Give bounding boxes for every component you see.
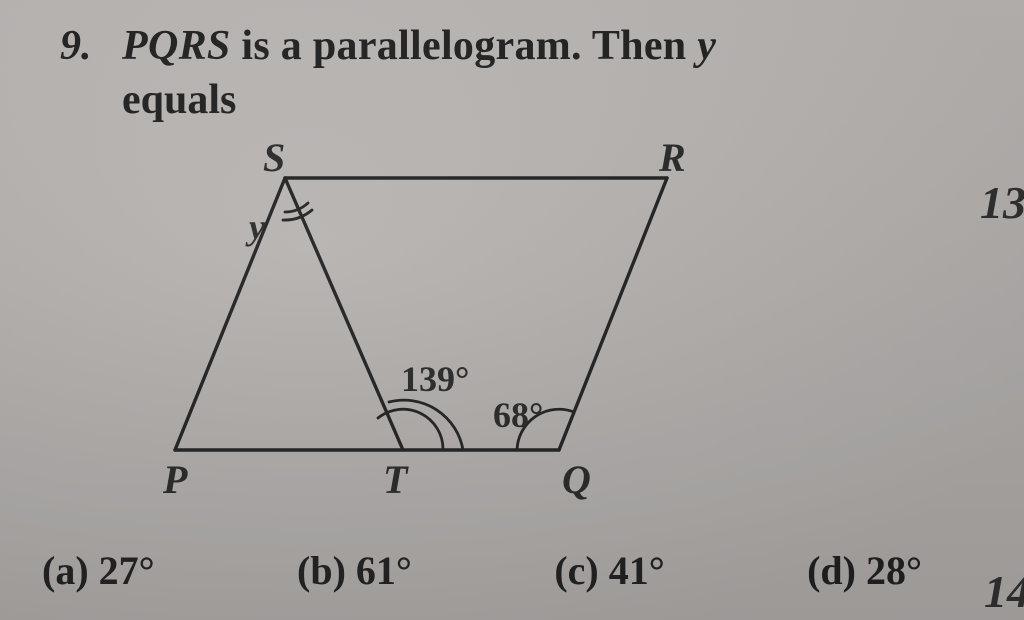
option-a: (a) 27° xyxy=(42,547,155,594)
label-q: Q xyxy=(562,456,591,503)
label-t: T xyxy=(383,456,407,503)
label-r: R xyxy=(659,134,686,181)
page-side-mark-upper: 13 xyxy=(980,176,1024,229)
question-text-mid: is a parallelogram. Then xyxy=(231,23,698,69)
angle-139: 139° xyxy=(401,358,469,400)
edge-ps xyxy=(175,178,285,450)
page-side-mark-lower: 14 xyxy=(984,565,1024,618)
question-line-2: equals xyxy=(122,76,236,124)
option-c: (c) 41° xyxy=(554,547,664,594)
variable-y: y xyxy=(697,23,716,69)
label-s: S xyxy=(263,134,285,181)
answer-options: (a) 27° (b) 61° (c) 41° (d) 28° xyxy=(42,547,922,594)
label-p: P xyxy=(163,456,187,503)
parallelogram-diagram: S R P Q T y 139° 68° xyxy=(165,140,767,510)
scanned-page: 9. PQRS is a parallelogram. Then y equal… xyxy=(0,0,1024,620)
question-number: 9. xyxy=(60,22,92,70)
diagram-svg xyxy=(165,140,767,510)
angle-y: y xyxy=(249,206,265,248)
edge-rq xyxy=(559,178,667,450)
option-d: (d) 28° xyxy=(807,547,922,594)
option-b: (b) 61° xyxy=(297,547,412,594)
segment-st xyxy=(285,178,403,450)
angle-68: 68° xyxy=(493,394,543,436)
question-line-1: PQRS is a parallelogram. Then y xyxy=(122,22,716,70)
pqrs-label: PQRS xyxy=(122,23,231,69)
